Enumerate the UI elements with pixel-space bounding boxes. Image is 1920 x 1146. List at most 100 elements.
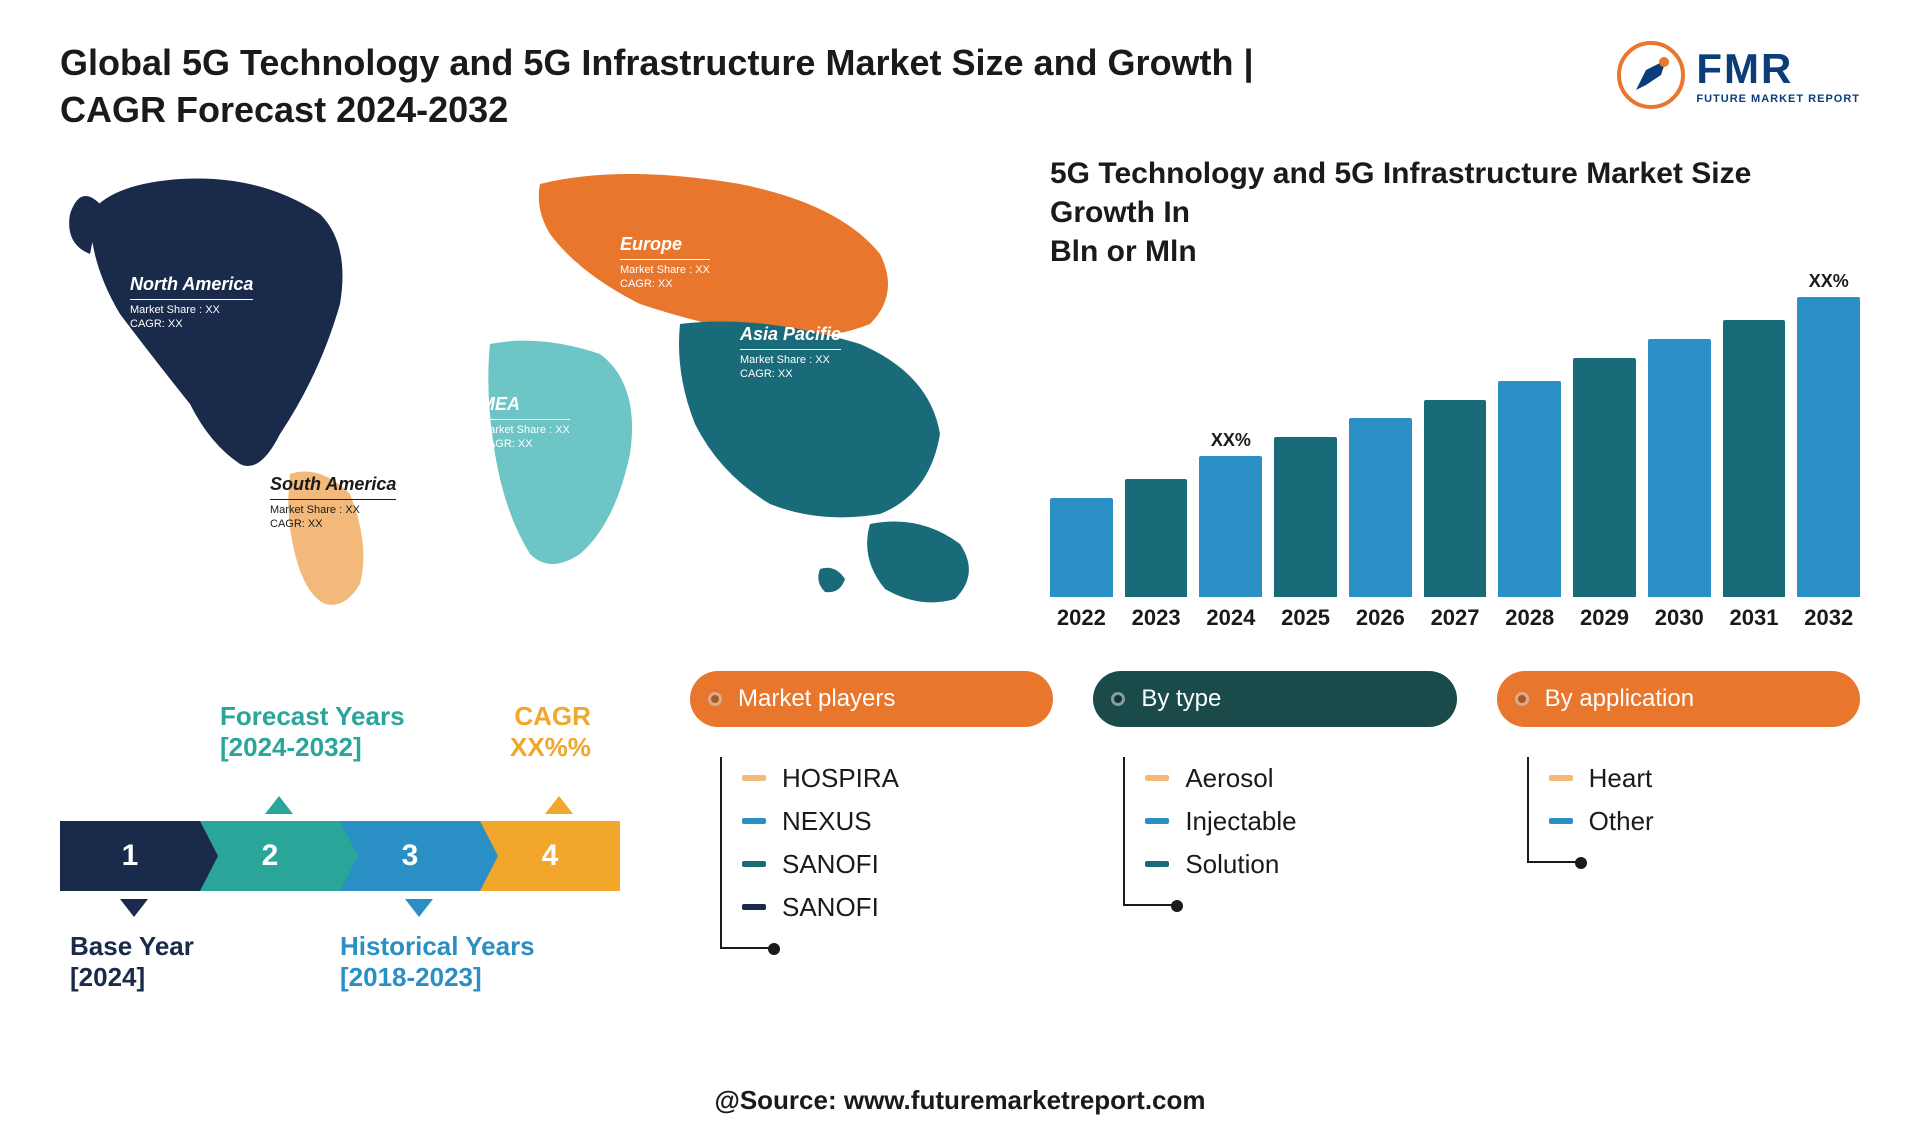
world-map: North AmericaMarket Share : XXCAGR: XX So… [60, 154, 1010, 614]
bar [1723, 320, 1786, 597]
bar [1424, 400, 1487, 597]
category-list: Heart Other [1527, 757, 1860, 863]
bar [1573, 358, 1636, 597]
category-title: By type [1141, 685, 1221, 713]
bar-chart-section: 5G Technology and 5G Infrastructure Mark… [1050, 154, 1860, 631]
category-list: Aerosol Injectable Solution [1123, 757, 1456, 906]
tick-icon [1145, 775, 1169, 781]
bar-item: 2027 [1424, 374, 1487, 631]
category-item: SANOFI [722, 843, 1053, 886]
bar-item: 2028 [1498, 355, 1561, 631]
bar-year-label: 2024 [1206, 605, 1255, 631]
bar-item: 2025 [1274, 411, 1337, 630]
region-label-south-america: South AmericaMarket Share : XXCAGR: XX [270, 474, 396, 530]
bar-chart: 2022 2023 XX% 2024 2025 2026 2027 2028 2029 2030 2… [1050, 291, 1860, 631]
bar-item: 2026 [1349, 392, 1412, 630]
telescope-icon [1616, 40, 1686, 110]
page-title: Global 5G Technology and 5G Infrastructu… [60, 40, 1260, 134]
forecast-label: Forecast Years [2024-2032] [220, 701, 405, 763]
category-item: Other [1529, 800, 1860, 843]
logo-sub-text: FUTURE MARKET REPORT [1696, 93, 1860, 105]
bar-value-label: XX% [1809, 271, 1849, 293]
timeline-segment-4: 4 [480, 821, 620, 891]
bar-item: 2029 [1573, 332, 1636, 631]
bar [1498, 381, 1561, 597]
tick-icon [1549, 775, 1573, 781]
bar-year-label: 2023 [1132, 605, 1181, 631]
category-item: Aerosol [1125, 757, 1456, 800]
category-item: Injectable [1125, 800, 1456, 843]
category-item-label: SANOFI [782, 892, 879, 923]
bar-year-label: 2031 [1730, 605, 1779, 631]
bar [1797, 297, 1860, 597]
category-item-label: Solution [1185, 849, 1279, 880]
bar-year-label: 2028 [1505, 605, 1554, 631]
bar [1648, 339, 1711, 597]
bar-item: XX% 2032 [1797, 271, 1860, 631]
tick-icon [742, 861, 766, 867]
category-item-label: Other [1589, 806, 1654, 837]
category-item-label: HOSPIRA [782, 763, 899, 794]
tick-icon [1549, 818, 1573, 824]
category-pill: Market players [690, 671, 1053, 727]
bar-year-label: 2030 [1655, 605, 1704, 631]
category-item: SANOFI [722, 886, 1053, 929]
bar [1050, 498, 1113, 596]
cagr-arrow-icon [545, 796, 573, 814]
tick-icon [742, 775, 766, 781]
bar-value-label: XX% [1211, 430, 1251, 452]
region-label-north-america: North AmericaMarket Share : XXCAGR: XX [130, 274, 253, 330]
category-item: NEXUS [722, 800, 1053, 843]
region-label-mea: MEAMarket Share : XXCAGR: XX [480, 394, 570, 450]
category-item-label: Aerosol [1185, 763, 1273, 794]
category-title: Market players [738, 685, 895, 713]
source-text: @Source: www.futuremarketreport.com [714, 1085, 1205, 1116]
tick-icon [1145, 818, 1169, 824]
historical-arrow-icon [405, 899, 433, 917]
historical-label: Historical Years [2018-2023] [340, 931, 535, 993]
cagr-label: CAGR XX%% [510, 701, 591, 763]
category-column: By type Aerosol Injectable Solution [1093, 671, 1456, 1031]
timeline-segment-2: 2 [200, 821, 340, 891]
tick-icon [1145, 861, 1169, 867]
category-item: Solution [1125, 843, 1456, 886]
category-column: By application Heart Other [1497, 671, 1860, 1031]
timeline-segment-1: 1 [60, 821, 200, 891]
bar-year-label: 2032 [1804, 605, 1853, 631]
bar [1274, 437, 1337, 596]
category-column: Market players HOSPIRA NEXUS SANOFI SANOFI [690, 671, 1053, 1031]
bar-year-label: 2029 [1580, 605, 1629, 631]
category-item-label: NEXUS [782, 806, 872, 837]
timeline-segment-3: 3 [340, 821, 480, 891]
tick-icon [742, 818, 766, 824]
category-item-label: Injectable [1185, 806, 1296, 837]
bar-year-label: 2026 [1356, 605, 1405, 631]
bar-year-label: 2027 [1431, 605, 1480, 631]
forecast-arrow-icon [265, 796, 293, 814]
bar-item: XX% 2024 [1199, 430, 1262, 631]
region-label-europe: EuropeMarket Share : XXCAGR: XX [620, 234, 710, 290]
bar [1349, 418, 1412, 596]
region-label-asia-pacific: Asia PacificMarket Share : XXCAGR: XX [740, 324, 841, 380]
bar-item: 2023 [1125, 453, 1188, 630]
category-list: HOSPIRA NEXUS SANOFI SANOFI [720, 757, 1053, 949]
category-item: HOSPIRA [722, 757, 1053, 800]
pill-dot-icon [1515, 692, 1529, 706]
tick-icon [742, 904, 766, 910]
category-pill: By type [1093, 671, 1456, 727]
bar-item: 2030 [1648, 313, 1711, 631]
logo-main-text: FMR [1696, 45, 1860, 93]
category-title: By application [1545, 685, 1694, 713]
category-item-label: Heart [1589, 763, 1653, 794]
timeline: Forecast Years [2024-2032] CAGR XX%% 123… [60, 671, 660, 1031]
category-pill: By application [1497, 671, 1860, 727]
category-item-label: SANOFI [782, 849, 879, 880]
chart-title: 5G Technology and 5G Infrastructure Mark… [1050, 154, 1860, 271]
pill-dot-icon [1111, 692, 1125, 706]
base-arrow-icon [120, 899, 148, 917]
bar-year-label: 2022 [1057, 605, 1106, 631]
bar [1125, 479, 1188, 596]
bar-year-label: 2025 [1281, 605, 1330, 631]
bar-item: 2031 [1723, 294, 1786, 631]
bar-item: 2022 [1050, 472, 1113, 630]
